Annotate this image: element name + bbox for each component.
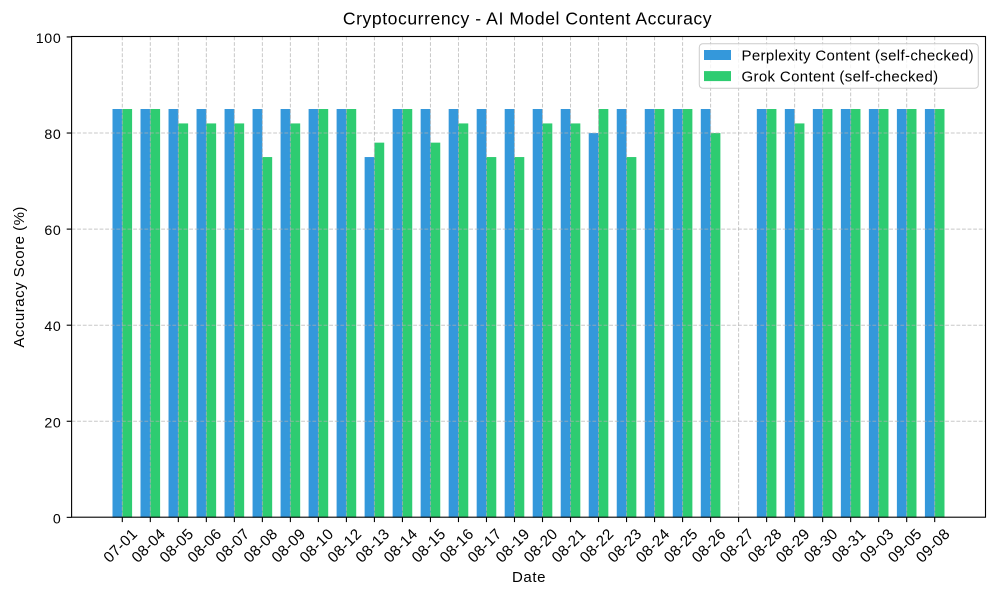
svg-text:0: 0 [53,511,62,527]
svg-text:Date: Date [512,569,546,586]
svg-text:60: 60 [44,223,61,239]
svg-text:40: 40 [44,319,61,335]
svg-text:Perplexity Content (self-check: Perplexity Content (self-checked) [742,47,974,64]
svg-text:Grok Content (self-checked): Grok Content (self-checked) [742,69,939,86]
svg-text:100: 100 [36,31,62,47]
svg-text:Cryptocurrency - AI Model Cont: Cryptocurrency - AI Model Content Accura… [343,9,712,29]
svg-text:Accuracy Score (%): Accuracy Score (%) [11,206,28,348]
svg-text:80: 80 [44,127,61,143]
svg-text:20: 20 [44,415,61,431]
